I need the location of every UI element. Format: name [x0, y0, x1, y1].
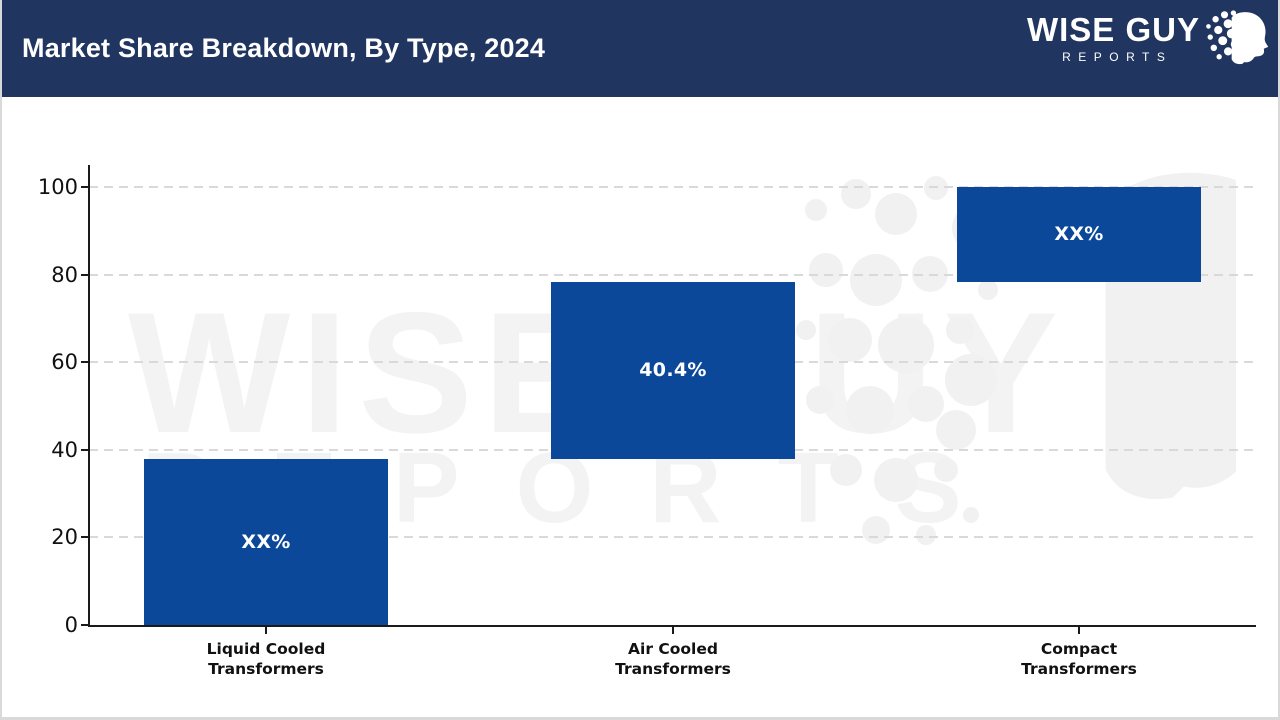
gridline-y-100	[89, 186, 1255, 188]
wiseguy-logo: WISE GUY REPORTS	[1027, 8, 1270, 68]
category-label-line1: Compact	[1040, 640, 1118, 658]
y-tick-label: 80	[51, 262, 78, 287]
y-tick-mark	[81, 361, 89, 364]
category-label-line1: Liquid Cooled	[206, 640, 326, 658]
x-axis-spine	[88, 625, 1256, 627]
x-tick-mark	[1078, 627, 1080, 634]
x-category-label: Compact Transformers	[919, 639, 1239, 679]
category-label-line2: Transformers	[615, 660, 731, 678]
header-band: Market Share Breakdown, By Type, 2024 WI…	[2, 0, 1278, 97]
category-label-line2: Transformers	[208, 660, 324, 678]
y-tick-label: 0	[64, 613, 78, 637]
bar-value-label: XX%	[1054, 223, 1104, 246]
category-label-line2: Transformers	[1021, 660, 1137, 678]
bar-segment-3: XX%	[957, 187, 1201, 282]
y-tick-label: 40	[51, 437, 78, 462]
gridline-y-20	[89, 536, 1255, 539]
y-tick-label: 100	[37, 175, 78, 199]
y-tick-label: 60	[51, 350, 78, 375]
bar-value-label: XX%	[241, 530, 291, 553]
logo-wordmark: WISE GUY	[1026, 11, 1200, 48]
wiseguy-logo-text: WISE GUY REPORTS	[1027, 13, 1200, 63]
gridline-y-80	[89, 273, 1255, 276]
x-category-label: Air Cooled Transformers	[513, 639, 833, 679]
y-tick-mark	[81, 273, 89, 276]
logo-subtitle: REPORTS	[1062, 50, 1173, 64]
y-axis-spine	[88, 165, 90, 627]
bar-segment-2: 40.4%	[551, 281, 795, 459]
x-tick-mark	[672, 627, 674, 634]
x-category-label: Liquid Cooled Transformers	[106, 639, 426, 679]
y-tick-mark	[81, 186, 89, 188]
y-tick-mark	[81, 536, 89, 539]
bar-segment-1: XX%	[144, 458, 388, 625]
y-tick-mark	[81, 448, 89, 451]
bar-value-label: 40.4%	[639, 359, 707, 382]
x-tick-mark	[265, 627, 267, 634]
y-tick-mark	[81, 624, 89, 626]
page-title: Market Share Breakdown, By Type, 2024	[22, 33, 546, 63]
y-tick-label: 20	[51, 525, 78, 550]
wiseguy-face-logo-icon	[1206, 10, 1269, 65]
category-label-line1: Air Cooled	[628, 640, 718, 658]
